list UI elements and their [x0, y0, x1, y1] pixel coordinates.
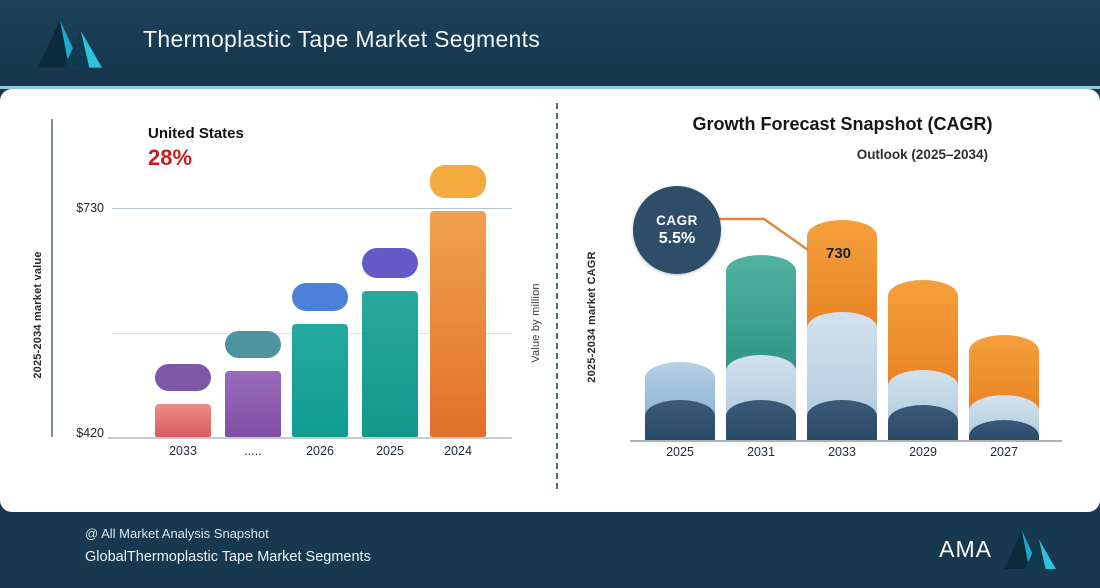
footer-credit: @ All Market Analysis Snapshot — [85, 526, 269, 541]
cagr-badge-value: 5.5% — [658, 229, 696, 247]
ama-logo-icon — [38, 20, 102, 68]
right-chart-title: Growth Forecast Snapshot (CAGR) — [692, 114, 993, 134]
right-x-label: 2025 — [666, 445, 694, 459]
header: Thermoplastic Tape Market Segments — [0, 0, 1100, 86]
left-bar-2033 — [155, 404, 211, 437]
left-bar-cap-2025 — [362, 248, 418, 278]
right-bar-segment — [888, 280, 958, 386]
left-bar-cap-2026 — [292, 283, 348, 311]
footer-ama-logo-icon — [1004, 530, 1056, 570]
left-bar-cap-..... — [225, 331, 281, 358]
right-bar-segment — [726, 400, 796, 440]
left-bar-cap-2024 — [430, 165, 486, 198]
right-bar-segment — [726, 255, 796, 371]
left-x-axis-line — [108, 437, 512, 439]
left-x-label: 2033 — [169, 444, 197, 458]
country-label: United States — [148, 125, 244, 142]
right-y-axis-label: 2025-2034 market CAGR — [586, 251, 598, 383]
content-card: 2025-2034 market value United States 28%… — [0, 89, 1100, 512]
page-title: Thermoplastic Tape Market Segments — [143, 26, 541, 52]
gridline-730 — [112, 208, 512, 209]
y-tick-bottom: $420 — [76, 426, 104, 440]
right-bar-segment — [969, 420, 1039, 440]
footer-brand-text: AMA — [939, 535, 992, 562]
right-x-axis-line — [630, 440, 1062, 442]
y-tick-top: $730 — [76, 201, 104, 215]
bar-value-annotation: 730 — [826, 245, 852, 262]
right-bar-segment — [807, 312, 877, 416]
right-x-label: 2033 — [828, 445, 856, 459]
right-bar-segment — [645, 400, 715, 440]
right-x-label: 2027 — [990, 445, 1018, 459]
right-chart-subtitle: Outlook (2025–2034) — [856, 147, 988, 162]
cagr-badge: CAGR 5.5% — [633, 186, 721, 274]
right-bar-segment — [888, 405, 958, 440]
footer: @ All Market Analysis Snapshot GlobalThe… — [0, 512, 1100, 588]
footer-brand: AMA — [939, 528, 1056, 570]
left-y-axis-line — [51, 119, 53, 437]
left-x-label: 2024 — [444, 444, 472, 458]
left-bar-cap-2033 — [155, 364, 211, 391]
left-x-label: ..... — [244, 444, 262, 458]
cagr-badge-label: CAGR — [656, 212, 698, 228]
footer-title: GlobalThermoplastic Tape Market Segments — [85, 549, 371, 565]
panel-divider — [556, 103, 558, 489]
left-bar-2024 — [430, 211, 486, 437]
highlight-percentage: 28% — [148, 145, 193, 170]
left-y-axis-label: 2025-2034 market value — [32, 251, 44, 379]
value-by-million-label: Value by million — [530, 283, 542, 363]
left-bar-2026 — [292, 324, 348, 437]
right-x-label: 2031 — [747, 445, 775, 459]
left-bar-2025 — [362, 291, 418, 437]
left-x-label: 2025 — [376, 444, 404, 458]
left-x-label: 2026 — [306, 444, 334, 458]
left-bar-..... — [225, 371, 281, 437]
header-accent-line — [0, 86, 1100, 89]
right-bar-segment — [807, 400, 877, 440]
right-x-label: 2029 — [909, 445, 937, 459]
right-bar-segment — [807, 220, 877, 328]
